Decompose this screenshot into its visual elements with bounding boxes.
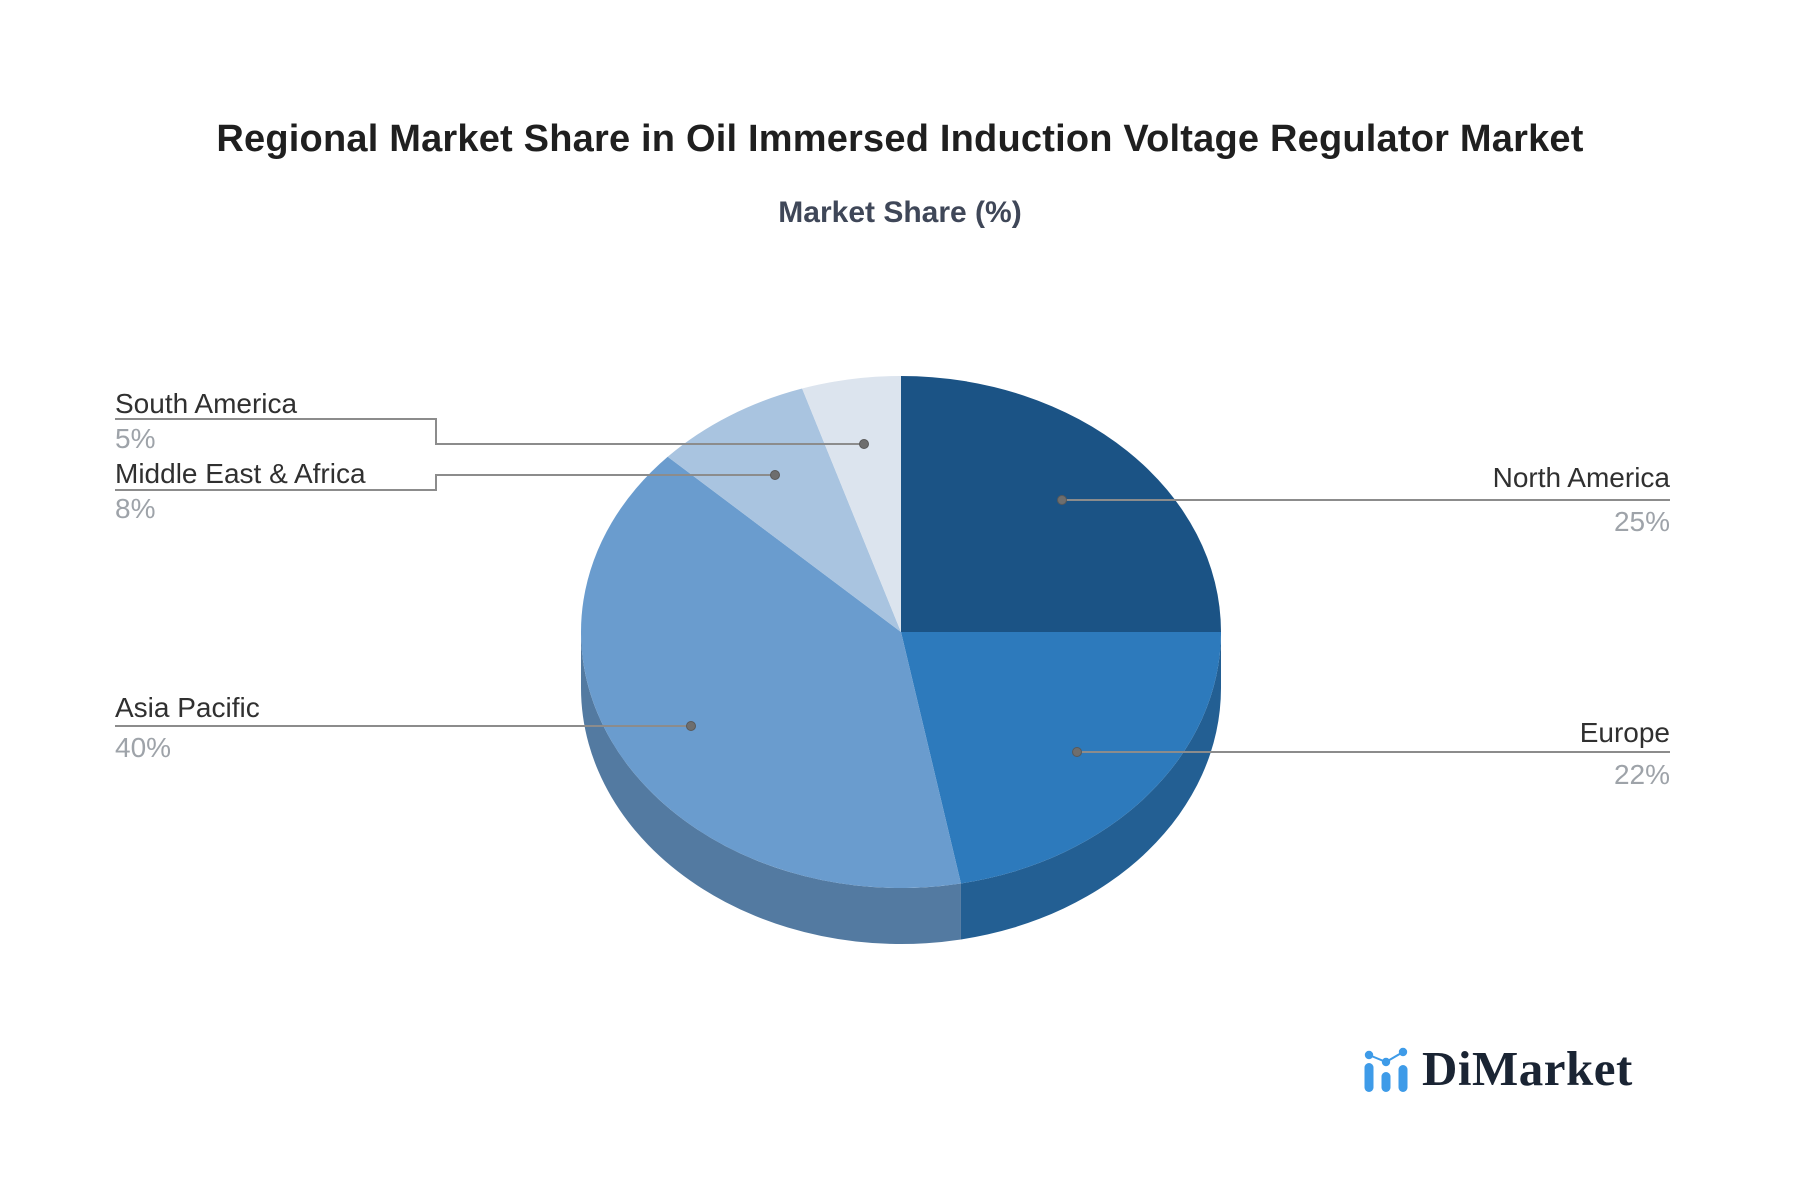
pie-slice-europe xyxy=(901,632,1221,884)
connector-dot-south-america xyxy=(859,439,869,449)
connector-middle-east-africa xyxy=(115,474,775,491)
label-north-america-name: North America xyxy=(1492,462,1670,493)
connector-south-america xyxy=(115,418,864,445)
chart-title: Regional Market Share in Oil Immersed In… xyxy=(216,118,1584,160)
label-north-america-value: 25% xyxy=(1613,506,1670,537)
label-south-america-value: 5% xyxy=(115,423,156,454)
pie-slice-middle-east-africa xyxy=(667,388,901,632)
pie-slice-asia-pacific xyxy=(581,456,961,888)
label-south-america-name: South America xyxy=(115,388,298,419)
label-europe-value: 22% xyxy=(1613,759,1670,790)
pie-side-asia-pacific xyxy=(581,632,961,944)
connector-dot-europe xyxy=(1072,747,1082,757)
label-europe-name: Europe xyxy=(1579,717,1670,748)
pie-side-europe xyxy=(960,632,1221,940)
connector-dot-north-america xyxy=(1057,495,1067,505)
dimarket-logo-text: DiMarket xyxy=(1422,1041,1633,1096)
label-middle-east-africa-value: 8% xyxy=(115,493,156,524)
label-asia-pacific-name: Asia Pacific xyxy=(115,692,260,723)
chart-subtitle: Market Share (%) xyxy=(778,196,1022,229)
pie-slice-south-america xyxy=(802,376,901,632)
bar-line-chart-icon xyxy=(1364,1047,1408,1092)
connector-dot-middle-east-africa xyxy=(770,470,780,480)
dimarket-logo: DiMarket xyxy=(1360,1044,1633,1093)
label-asia-pacific-value: 40% xyxy=(115,732,172,763)
connector-dot-asia-pacific xyxy=(686,721,696,731)
label-middle-east-africa-name: Middle East & Africa xyxy=(115,458,366,489)
